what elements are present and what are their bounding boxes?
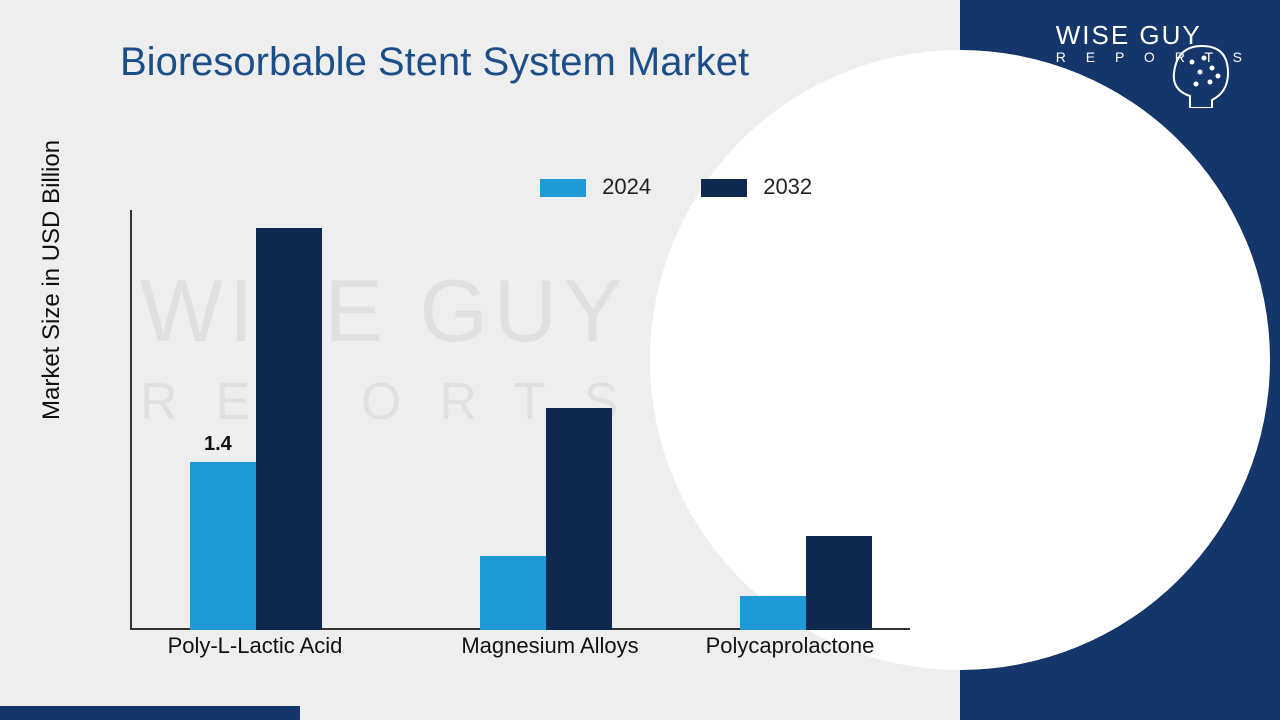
logo-head-icon: [1162, 38, 1232, 108]
brand-logo: WISE GUY R E P O R T S: [1056, 20, 1250, 65]
bar: [806, 536, 872, 630]
bar: [546, 408, 612, 630]
x-axis-category-label: Polycaprolactone: [700, 633, 880, 659]
bar-group: [480, 408, 612, 630]
legend-item-2024: 2024: [540, 174, 651, 200]
chart-title: Bioresorbable Stent System Market: [120, 40, 749, 85]
bar-data-label: 1.4: [204, 433, 232, 456]
bar: [256, 228, 322, 630]
bottom-accent-strip: [0, 706, 300, 720]
bar-group: [190, 228, 322, 630]
x-axis-category-label: Magnesium Alloys: [460, 633, 640, 659]
legend-label-2024: 2024: [602, 174, 651, 199]
bar: [190, 462, 256, 630]
bar: [480, 556, 546, 630]
legend-label-2032: 2032: [763, 174, 812, 199]
y-axis-line: [130, 210, 132, 630]
legend-swatch-2024: [540, 179, 586, 197]
bar: [740, 596, 806, 630]
legend: 2024 2032: [540, 174, 812, 200]
x-axis-category-label: Poly-L-Lactic Acid: [165, 633, 345, 659]
plot-area: 1.4: [130, 210, 910, 630]
bar-group: [740, 536, 872, 630]
y-axis-label: Market Size in USD Billion: [38, 140, 66, 420]
canvas: WISE GUY R E P O R T S WISE GUY REPORTS …: [0, 0, 1280, 720]
legend-item-2032: 2032: [701, 174, 812, 200]
legend-swatch-2032: [701, 179, 747, 197]
